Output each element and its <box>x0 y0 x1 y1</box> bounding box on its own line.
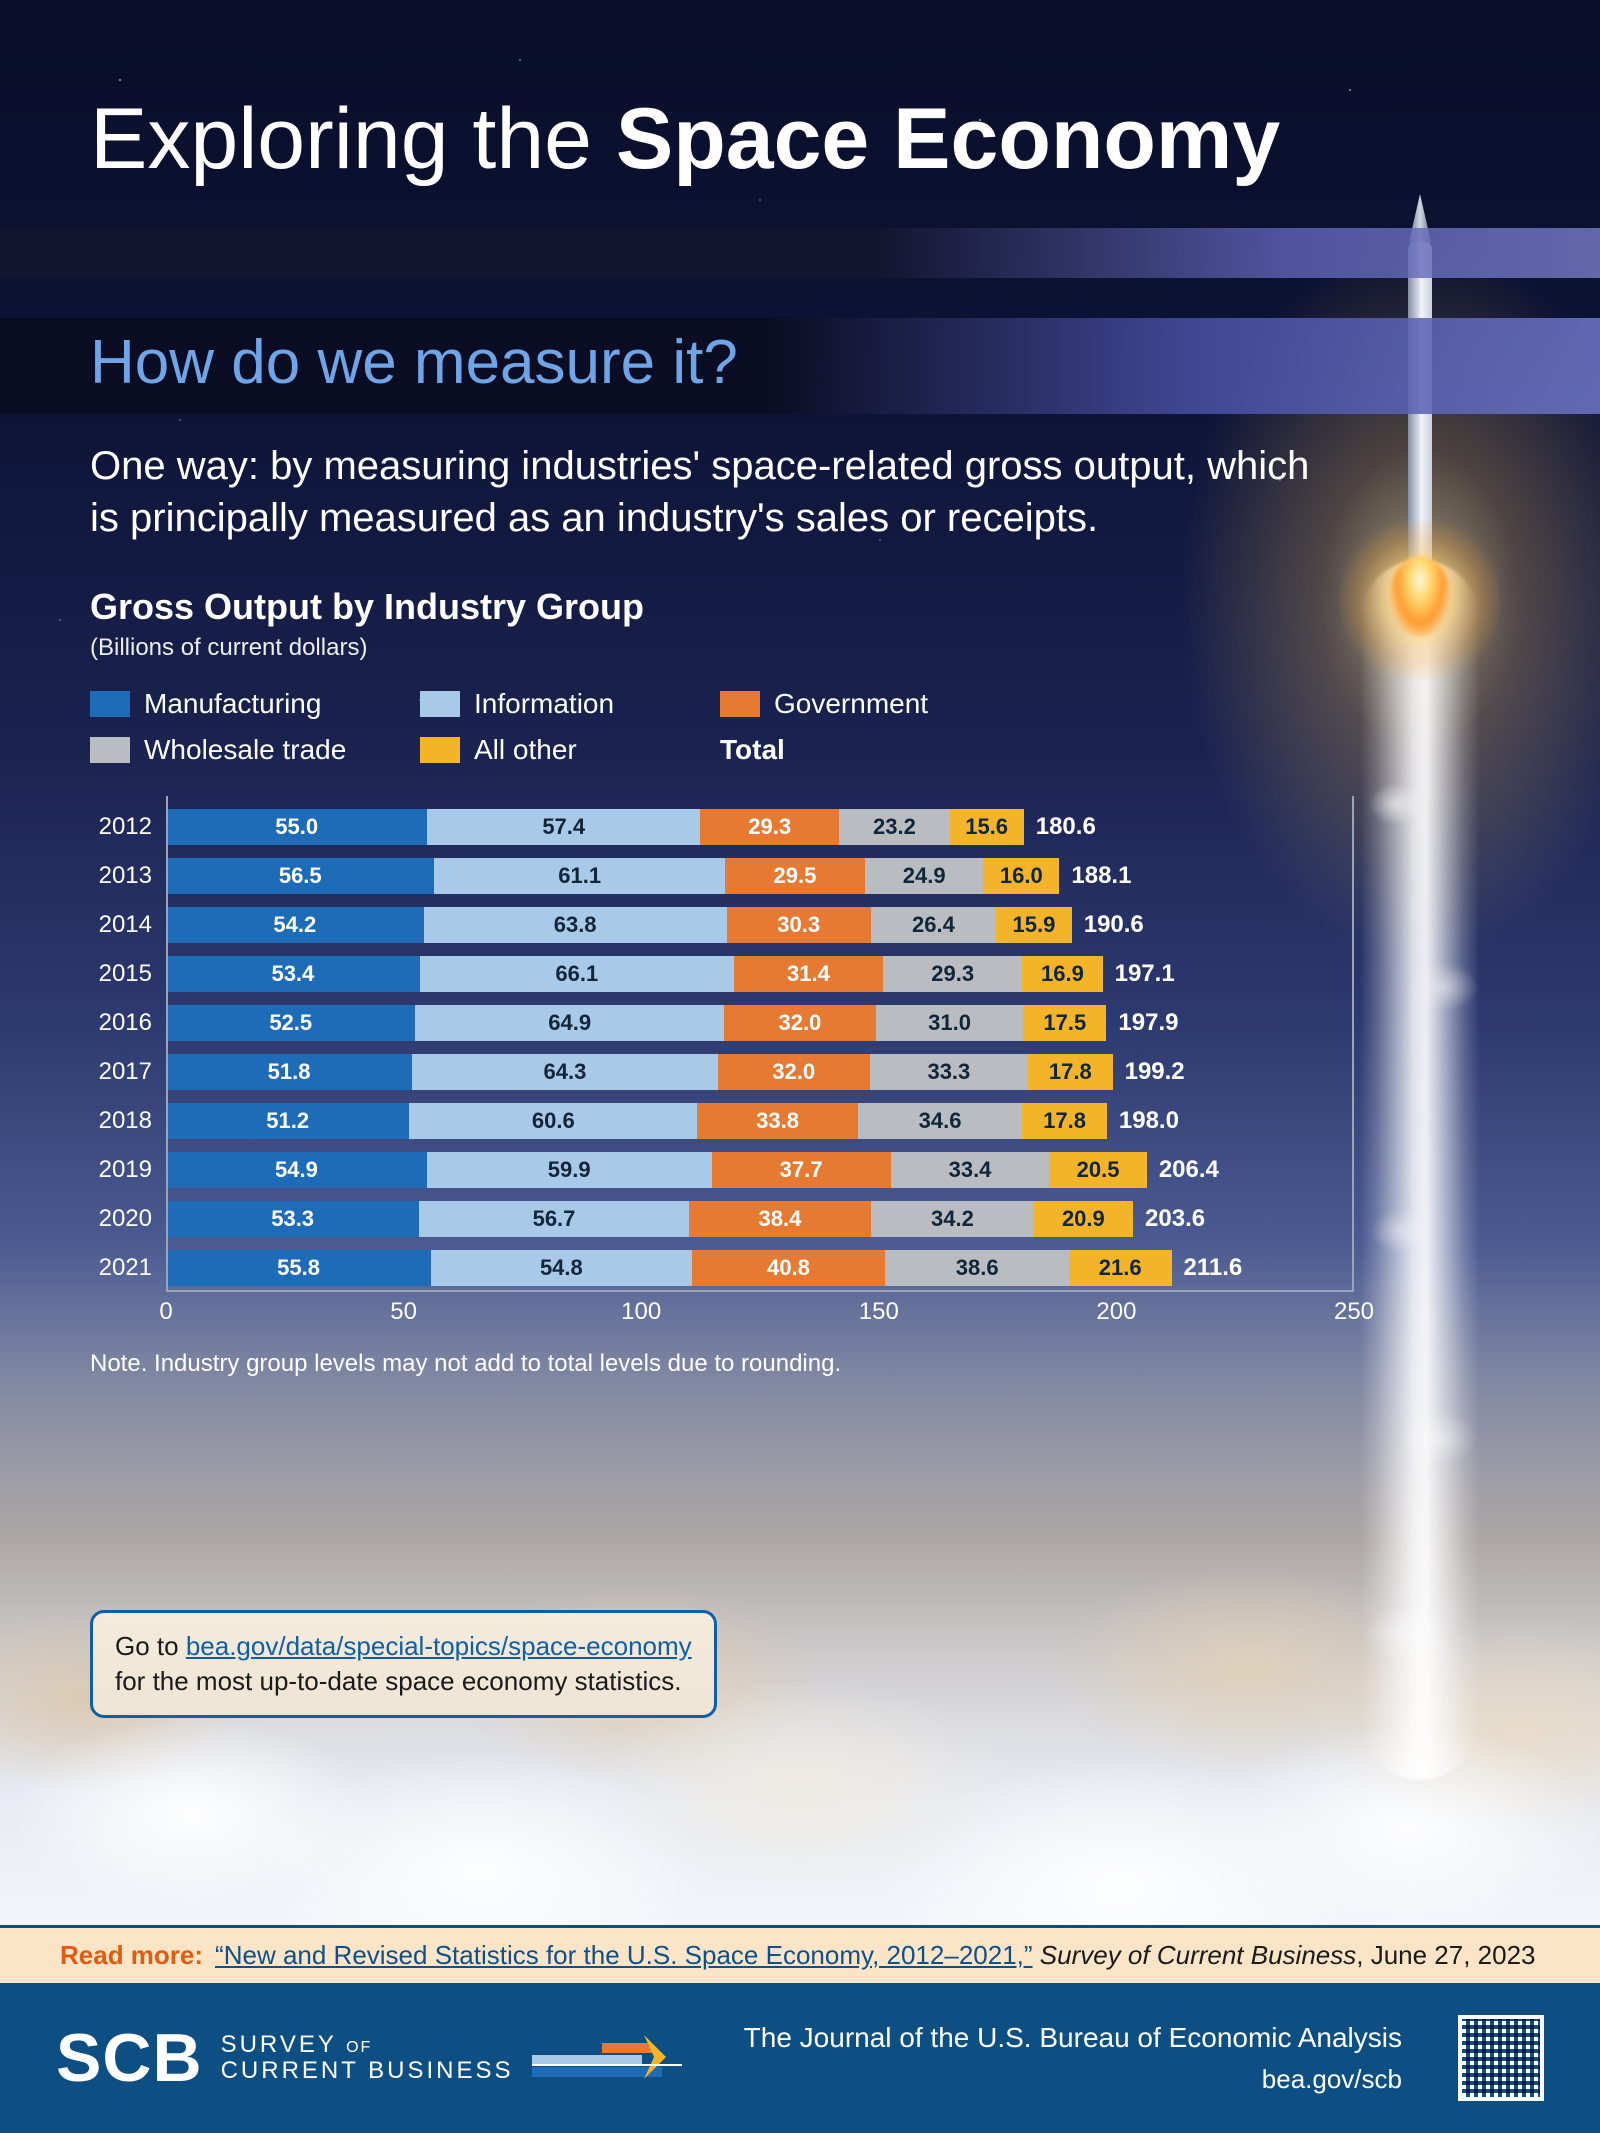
legend-item-information: Information <box>420 688 720 720</box>
footer-logo: SCB SURVEY OF CURRENT BUSINESS <box>56 2019 682 2097</box>
page-title: Exploring the Space Economy <box>90 90 1510 189</box>
year-label: 2017 <box>94 1058 166 1086</box>
year-label: 2012 <box>94 813 166 841</box>
xtick: 100 <box>621 1298 661 1326</box>
title-bold: Space Economy <box>616 91 1280 187</box>
readmore-bar: Read more: “New and Revised Statistics f… <box>0 1925 1600 1983</box>
legend-label: Government <box>774 688 928 720</box>
legend-item-manufacturing: Manufacturing <box>90 688 420 720</box>
legend-item-all_other: All other <box>420 734 720 766</box>
chart-xticks: 050100150200250 <box>166 1292 1354 1336</box>
qr-code-icon <box>1458 2015 1544 2101</box>
stacked-bar-chart: 201255.057.429.323.215.6180.6201356.561.… <box>94 796 1354 1336</box>
legend-item-total: Total <box>720 734 980 766</box>
xtick: 50 <box>390 1298 417 1326</box>
legend-label: All other <box>474 734 577 766</box>
year-label: 2019 <box>94 1156 166 1184</box>
chart-axis-frame <box>166 796 1354 1292</box>
infographic-page: Exploring the Space Economy How do we me… <box>0 0 1600 2133</box>
readmore-text: “New and Revised Statistics for the U.S.… <box>215 1940 1535 1971</box>
legend-label: Manufacturing <box>144 688 321 720</box>
legend-total-label: Total <box>720 734 785 766</box>
legend-item-wholesale: Wholesale trade <box>90 734 420 766</box>
legend-swatch <box>90 737 130 763</box>
year-label: 2020 <box>94 1205 166 1233</box>
readmore-source: Survey of Current Business <box>1040 1940 1356 1970</box>
chart-legend: Manufacturing Information Government Wholes… <box>90 688 1370 766</box>
year-label: 2013 <box>94 862 166 890</box>
chart-note: Note. Industry group levels may not add … <box>90 1350 1370 1378</box>
readmore-date: , June 27, 2023 <box>1356 1940 1535 1970</box>
year-label: 2014 <box>94 911 166 939</box>
callout-prefix: Go to <box>115 1631 186 1661</box>
xtick: 150 <box>859 1298 899 1326</box>
year-label: 2021 <box>94 1254 166 1282</box>
year-label: 2015 <box>94 960 166 988</box>
legend-swatch <box>720 691 760 717</box>
legend-label: Information <box>474 688 614 720</box>
footer-right: The Journal of the U.S. Bureau of Econom… <box>744 2022 1402 2095</box>
title-light: Exploring the <box>90 91 616 187</box>
xtick: 0 <box>159 1298 172 1326</box>
legend-swatch <box>420 737 460 763</box>
callout-suffix: for the most up-to-date space economy st… <box>115 1666 681 1696</box>
xtick: 200 <box>1096 1298 1136 1326</box>
year-label: 2018 <box>94 1107 166 1135</box>
footer-logo-text: SURVEY OF CURRENT BUSINESS <box>221 2032 514 2085</box>
readmore-label: Read more: <box>60 1940 203 1971</box>
year-label: 2016 <box>94 1009 166 1037</box>
footer-logo-line1b: OF <box>346 2039 372 2056</box>
readmore-link[interactable]: “New and Revised Statistics for the U.S.… <box>215 1940 1033 1970</box>
legend-swatch <box>420 691 460 717</box>
callout-box: Go to bea.gov/data/special-topics/space-… <box>90 1610 717 1718</box>
page-subtitle: How do we measure it? <box>90 327 1510 398</box>
legend-swatch <box>90 691 130 717</box>
footer: SCB SURVEY OF CURRENT BUSINESS The Journ… <box>0 1983 1600 2133</box>
footer-logo-abbrev: SCB <box>56 2019 203 2097</box>
legend-label: Wholesale trade <box>144 734 346 766</box>
footer-logo-line2: CURRENT BUSINESS <box>221 2058 514 2084</box>
callout-link[interactable]: bea.gov/data/special-topics/space-econom… <box>186 1631 692 1661</box>
footer-journal: The Journal of the U.S. Bureau of Econom… <box>744 2022 1402 2054</box>
chart-block: Gross Output by Industry Group (Billions… <box>90 586 1370 1378</box>
lead-paragraph: One way: by measuring industries' space-… <box>90 440 1340 544</box>
chart-title: Gross Output by Industry Group <box>90 586 1370 628</box>
footer-url: bea.gov/scb <box>744 2064 1402 2095</box>
footer-logo-bars-icon <box>532 2035 682 2081</box>
xtick: 250 <box>1334 1298 1374 1326</box>
chart-units: (Billions of current dollars) <box>90 634 1370 662</box>
legend-item-government: Government <box>720 688 980 720</box>
footer-logo-line1a: SURVEY <box>221 2031 337 2058</box>
